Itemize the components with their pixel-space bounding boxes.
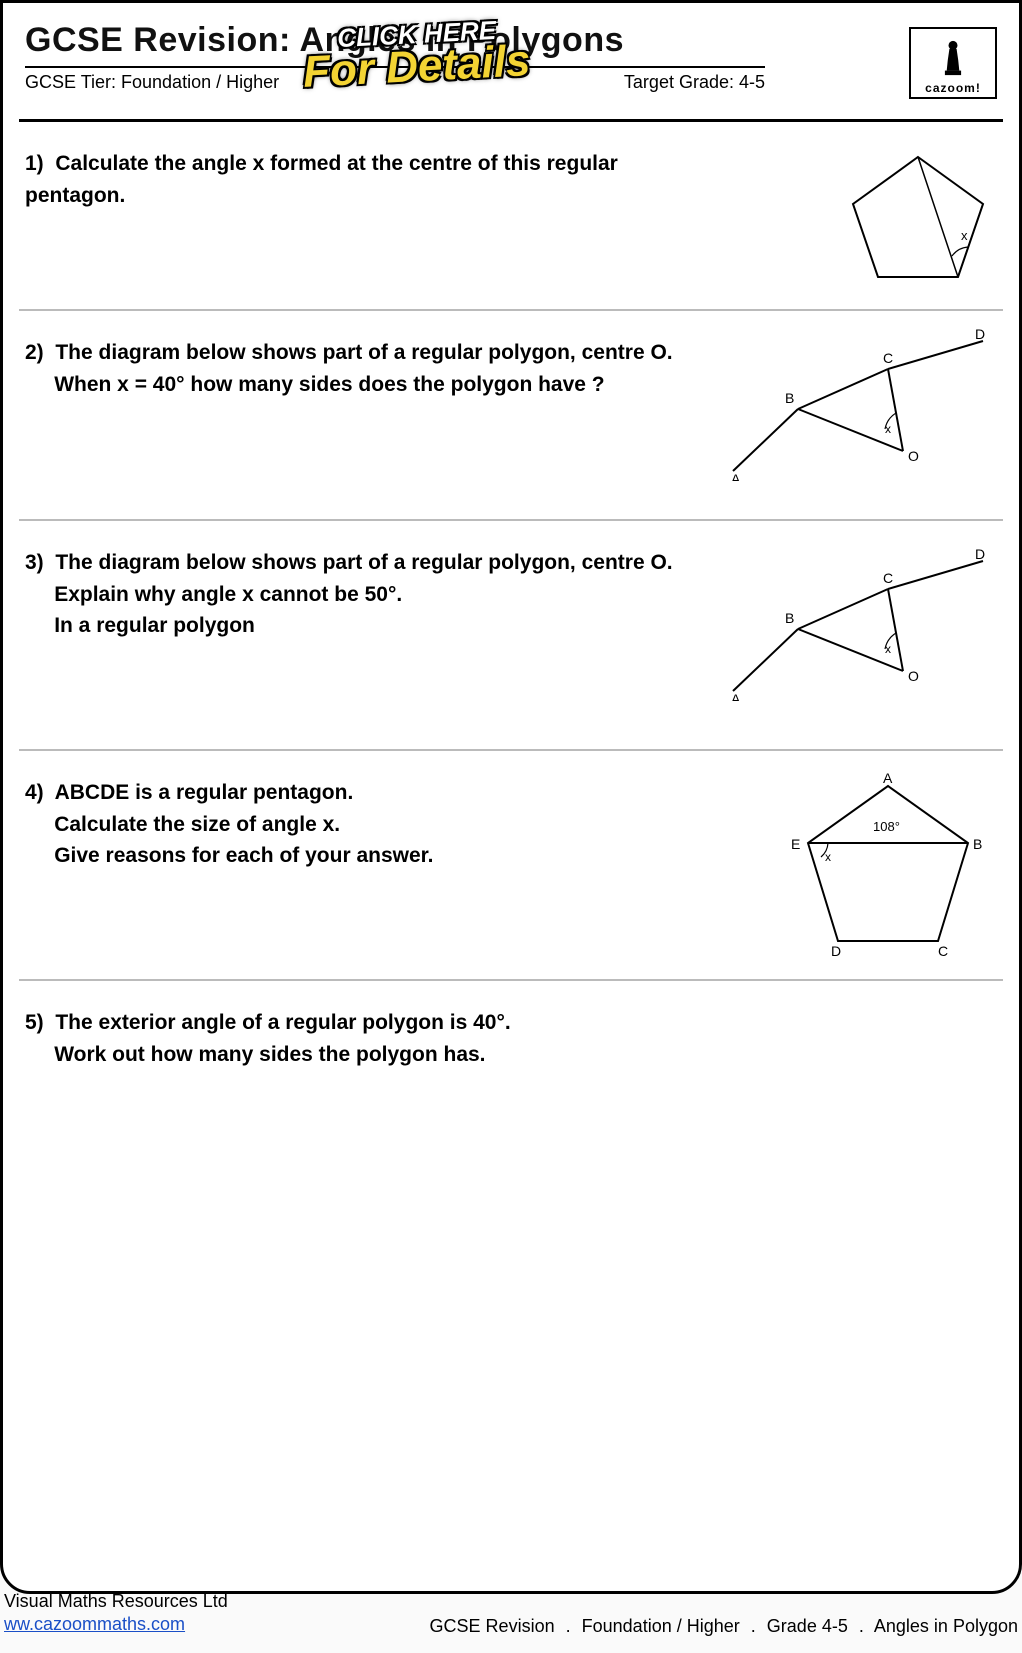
question-5-text: 5) The exterior angle of a regular polyg…: [25, 1007, 685, 1070]
q2-body-2: When x = 40° how many sides does the pol…: [54, 373, 604, 396]
crumb-3: Grade 4-5: [767, 1616, 848, 1636]
q5-body-2: Work out how many sides the polygon has.: [54, 1043, 485, 1066]
q4-label-c: C: [938, 943, 948, 959]
q4-body-1: ABCDE is a regular pentagon.: [55, 781, 354, 804]
q4-label-b: B: [973, 836, 982, 852]
crumb-2: Foundation / Higher: [582, 1616, 740, 1636]
q4-body-3: Give reasons for each of your answer.: [54, 844, 433, 867]
q3-body-1: The diagram below shows part of a regula…: [55, 551, 672, 574]
q3-label-x: x: [885, 642, 891, 656]
q3-diagram: A B C D O x: [713, 541, 993, 701]
q1-number: 1): [25, 152, 44, 175]
q3-label-d: D: [975, 546, 985, 562]
copyright-text: Visual Maths Resources Ltd: [4, 1591, 228, 1611]
q2-label-x: x: [885, 422, 891, 436]
q3-label-o: O: [908, 668, 919, 684]
q4-label-x: x: [825, 850, 831, 864]
grade-label: Target Grade: 4-5: [624, 72, 765, 93]
q1-x-label: x: [961, 228, 968, 243]
q5-number: 5): [25, 1011, 44, 1034]
question-5: 5) The exterior angle of a regular polyg…: [19, 979, 1003, 1239]
footer-left: Visual Maths Resources Ltd ww.cazoommath…: [4, 1590, 228, 1637]
q4-body-2: Calculate the size of angle x.: [54, 813, 340, 836]
q3-label-b: B: [785, 610, 794, 626]
question-2: 2) The diagram below shows part of a reg…: [19, 309, 1003, 519]
question-1-text: 1) Calculate the angle x formed at the c…: [25, 148, 685, 211]
tier-label: GCSE Tier: Foundation / Higher: [25, 72, 279, 93]
q4-diagram: A B C D E 108° x: [783, 771, 993, 961]
q2-label-b: B: [785, 390, 794, 406]
q1-diagram: x: [843, 152, 993, 282]
footer-breadcrumb: GCSE Revision . Foundation / Higher . Gr…: [430, 1616, 1018, 1637]
q3-number: 3): [25, 551, 44, 574]
q3-body-3: In a regular polygon: [54, 614, 255, 637]
q3-body-2: Explain why angle x cannot be 50°.: [54, 583, 402, 606]
crumb-1: GCSE Revision: [430, 1616, 555, 1636]
q2-label-a: A: [731, 471, 741, 481]
pawn-icon: [944, 39, 962, 77]
q4-label-angle: 108°: [873, 819, 900, 834]
q4-label-d: D: [831, 943, 841, 959]
footer: Visual Maths Resources Ltd ww.cazoommath…: [0, 1584, 1022, 1643]
question-2-text: 2) The diagram below shows part of a reg…: [25, 337, 685, 400]
click-here-overlay[interactable]: CLICK HERE For Details: [303, 19, 530, 92]
q3-label-c: C: [883, 570, 893, 586]
question-1: 1) Calculate the angle x formed at the c…: [19, 119, 1003, 309]
question-4: 4) ABCDE is a regular pentagon. Calculat…: [19, 749, 1003, 979]
logo-text: cazoom!: [925, 81, 981, 95]
q5-body-1: The exterior angle of a regular polygon …: [55, 1011, 510, 1034]
brand-logo: cazoom!: [909, 27, 997, 99]
question-3: 3) The diagram below shows part of a reg…: [19, 519, 1003, 749]
q2-number: 2): [25, 341, 44, 364]
question-3-text: 3) The diagram below shows part of a reg…: [25, 547, 685, 642]
q2-label-c: C: [883, 350, 893, 366]
q4-number: 4): [25, 781, 44, 804]
footer-url[interactable]: ww.cazoommaths.com: [4, 1614, 185, 1634]
question-4-text: 4) ABCDE is a regular pentagon. Calculat…: [25, 777, 685, 872]
crumb-4: Angles in Polygon: [874, 1616, 1018, 1636]
q2-diagram: A B C D O x: [713, 321, 993, 481]
questions-container: 1) Calculate the angle x formed at the c…: [3, 99, 1019, 1239]
worksheet-page: GCSE Revision: Angles in Polygons GCSE T…: [0, 0, 1022, 1594]
q4-label-a: A: [883, 771, 893, 786]
q3-label-a: A: [731, 691, 741, 701]
q1-body: Calculate the angle x formed at the cent…: [25, 152, 618, 207]
q2-label-d: D: [975, 326, 985, 342]
overlay-line-2: For Details: [302, 36, 532, 98]
q4-label-e: E: [791, 836, 800, 852]
q2-body-1: The diagram below shows part of a regula…: [55, 341, 672, 364]
q2-label-o: O: [908, 448, 919, 464]
